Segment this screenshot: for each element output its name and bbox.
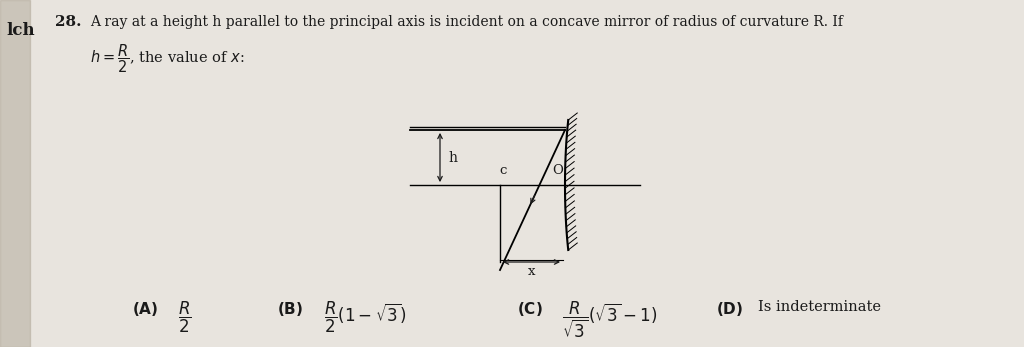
Text: x: x [527, 265, 536, 278]
Text: O: O [553, 164, 563, 177]
Text: $\mathbf{(C)}$: $\mathbf{(C)}$ [517, 300, 543, 318]
Text: h: h [449, 151, 457, 164]
Text: $\dfrac{R}{\sqrt{3}}(\sqrt{3}-1)$: $\dfrac{R}{\sqrt{3}}(\sqrt{3}-1)$ [562, 300, 657, 340]
Text: $\dfrac{R}{2}$: $\dfrac{R}{2}$ [178, 300, 191, 335]
Text: Is indeterminate: Is indeterminate [759, 300, 882, 314]
Text: c: c [500, 164, 507, 177]
Text: $\mathbf{(B)}$: $\mathbf{(B)}$ [276, 300, 303, 318]
Text: $\mathbf{(A)}$: $\mathbf{(A)}$ [132, 300, 158, 318]
Text: $h=\dfrac{R}{2}$, the value of $x$:: $h=\dfrac{R}{2}$, the value of $x$: [90, 42, 245, 75]
Bar [0, 0, 30, 347]
Text: 28.: 28. [55, 15, 82, 29]
Text: lch: lch [6, 22, 35, 39]
Text: A ray at a height h parallel to the principal axis is incident on a concave mirr: A ray at a height h parallel to the prin… [90, 15, 843, 29]
Text: $\dfrac{R}{2}(1-\sqrt{3})$: $\dfrac{R}{2}(1-\sqrt{3})$ [324, 300, 407, 335]
Text: $\mathbf{(D)}$: $\mathbf{(D)}$ [717, 300, 743, 318]
